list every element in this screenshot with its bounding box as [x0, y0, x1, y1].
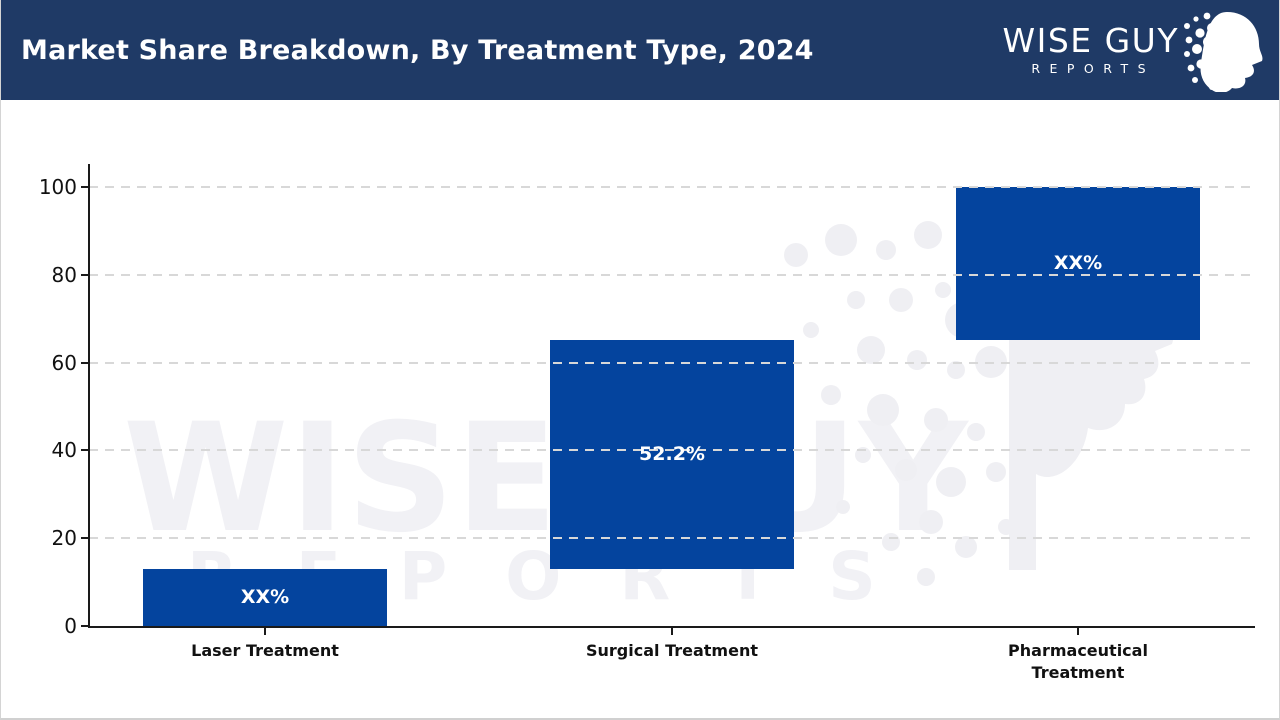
x-axis-line: [88, 626, 1255, 628]
header: Market Share Breakdown, By Treatment Typ…: [1, 0, 1279, 100]
gridline: [89, 449, 1254, 452]
gridline: [89, 537, 1254, 540]
x-tick-label-surgical-treatment: Surgical Treatment: [586, 641, 758, 660]
y-axis-line: [88, 164, 90, 628]
gridline: [89, 361, 1254, 364]
bar-value-label: XX%: [1053, 252, 1103, 275]
x-axis-tick: [671, 628, 673, 635]
logo-face-icon: [1184, 12, 1263, 92]
y-tick-label: 60: [51, 350, 77, 375]
x-tick-label-laser-treatment: Laser Treatment: [191, 641, 339, 660]
bar-laser-treatment: [143, 568, 387, 626]
gridline: [89, 186, 1254, 188]
x-tick-label-pharmaceutical-treatment: Pharmaceutical Treatment: [1008, 641, 1148, 682]
logo-text: WISE GUY REPORTS: [1002, 20, 1179, 77]
y-tick-label: 20: [51, 526, 77, 551]
bar-value-label: 52.2%: [639, 443, 705, 466]
brand-logo: WISE GUY REPORTS: [1002, 8, 1265, 92]
y-tick-label: 100: [38, 175, 77, 199]
y-axis-tick: [81, 273, 89, 276]
chart-area: WISE GUY REPORTS XX% 52.2% XX% 0 20 40 60 80 100…: [1, 100, 1279, 718]
page-title: Market Share Breakdown, By Treatment Typ…: [21, 34, 814, 66]
logo-wordmark: WISE GUY: [1002, 20, 1179, 60]
y-axis-tick: [81, 361, 89, 364]
watermark-wordmark: WISE GUY: [123, 392, 969, 566]
bar-value-label: XX%: [240, 586, 290, 609]
gridline: [89, 273, 1254, 276]
logo-subtext: REPORTS: [1031, 61, 1156, 77]
y-axis-tick: [81, 537, 89, 540]
y-axis-tick: [81, 186, 89, 188]
x-axis-tick: [1077, 628, 1079, 635]
x-axis-tick: [264, 628, 266, 635]
y-tick-label: 80: [51, 262, 77, 287]
y-tick-label: 40: [51, 438, 77, 463]
bar-pharmaceutical-treatment: [956, 187, 1200, 340]
bar-surgical-treatment: [550, 339, 794, 569]
y-tick-label: 0: [64, 614, 77, 638]
y-axis-tick: [81, 625, 89, 627]
y-axis-tick: [81, 449, 89, 452]
